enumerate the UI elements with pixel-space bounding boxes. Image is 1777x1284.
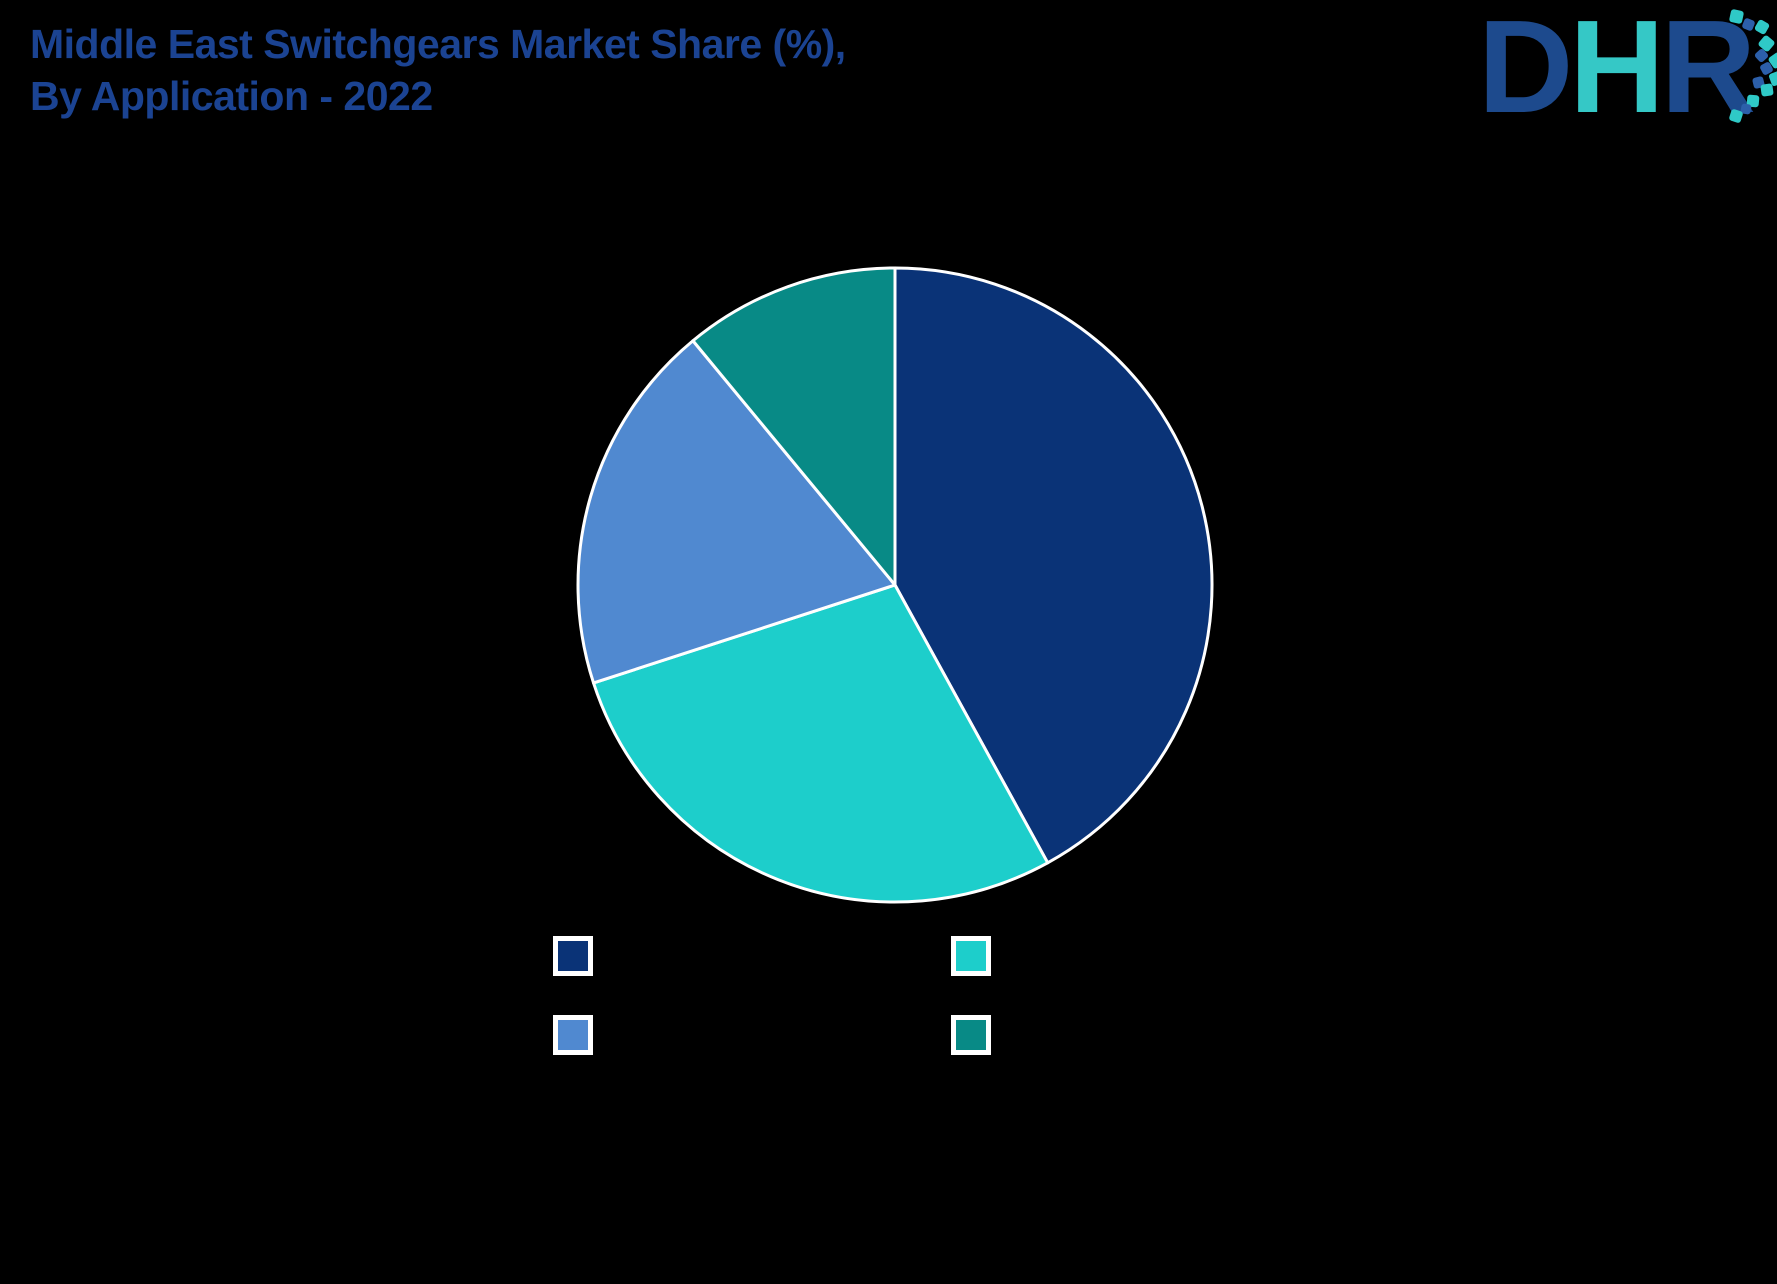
legend-item-3 (553, 1015, 951, 1055)
pie-chart (575, 265, 1215, 905)
pie-slice-3 (576, 339, 897, 685)
logo-dot-10 (1760, 83, 1774, 97)
logo-letter-d: D (1478, 0, 1573, 140)
logo-dot-1 (1728, 8, 1745, 25)
page-title-line1: Middle East Switchgears Market Share (%)… (30, 21, 846, 67)
pie-slice-2 (592, 583, 1050, 904)
pie-svg (576, 266, 1214, 904)
chart-legend (553, 936, 1349, 1055)
legend-swatch-4 (951, 1015, 991, 1055)
logo-letters: DHR (1478, 0, 1756, 140)
logo-dot-3 (1753, 18, 1771, 36)
pie-slice-1 (893, 266, 1214, 865)
legend-item-2 (951, 936, 1349, 976)
pie-slice-4 (691, 266, 897, 587)
legend-swatch-3 (553, 1015, 593, 1055)
brand-logo: DHR (1478, 0, 1756, 140)
logo-letter-h: H (1569, 0, 1664, 140)
page-title-line2: By Application - 2022 (30, 73, 433, 119)
legend-swatch-2 (951, 936, 991, 976)
legend-item-1 (553, 936, 951, 976)
legend-swatch-1 (553, 936, 593, 976)
page-title: Middle East Switchgears Market Share (%)… (30, 18, 846, 122)
legend-item-4 (951, 1015, 1349, 1055)
